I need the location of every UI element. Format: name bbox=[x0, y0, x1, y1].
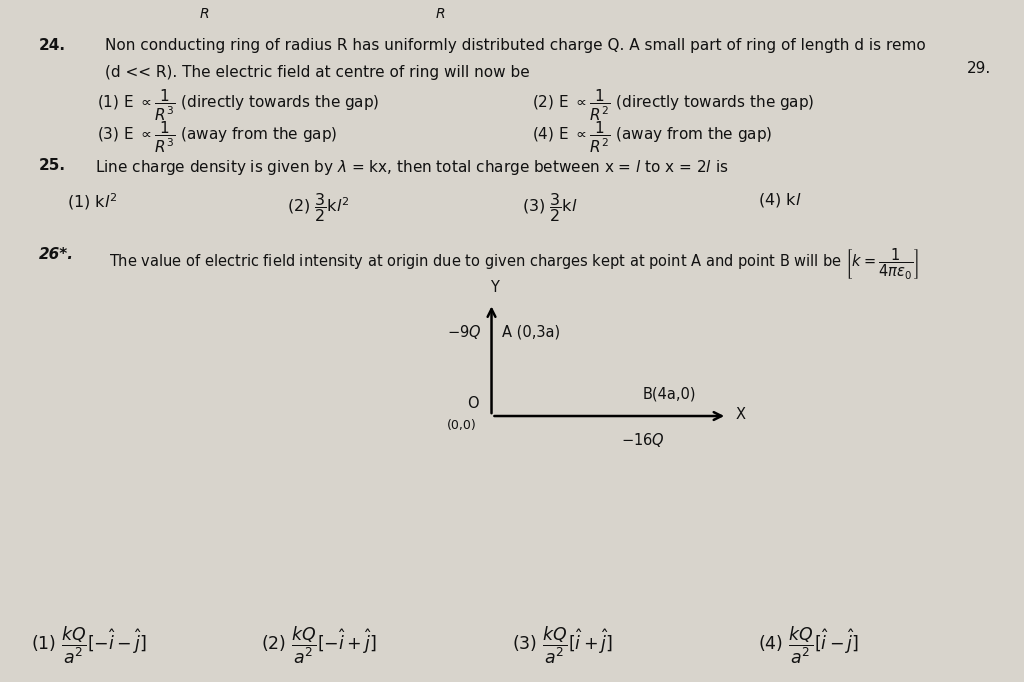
Text: $-16Q$: $-16Q$ bbox=[621, 431, 665, 449]
Text: (3) $\dfrac{3}{2}$k$l$: (3) $\dfrac{3}{2}$k$l$ bbox=[522, 191, 578, 224]
Text: (0,0): (0,0) bbox=[446, 419, 476, 432]
Text: The value of electric field intensity at origin due to given charges kept at poi: The value of electric field intensity at… bbox=[109, 247, 918, 282]
Text: (2) $\dfrac{kQ}{a^2}[-\hat{i}+\hat{j}]$: (2) $\dfrac{kQ}{a^2}[-\hat{i}+\hat{j}]$ bbox=[261, 624, 377, 666]
Text: Line charge density is given by $\lambda$ = kx, then total charge between x = $l: Line charge density is given by $\lambda… bbox=[95, 158, 729, 177]
Text: 26*.: 26*. bbox=[39, 247, 74, 262]
Text: (4) $\dfrac{kQ}{a^2}[\hat{i}-\hat{j}]$: (4) $\dfrac{kQ}{a^2}[\hat{i}-\hat{j}]$ bbox=[758, 624, 859, 666]
Text: B(4a,0): B(4a,0) bbox=[643, 386, 696, 401]
Text: O: O bbox=[468, 396, 479, 411]
Text: (4) k$l$: (4) k$l$ bbox=[758, 191, 801, 209]
Text: 29.: 29. bbox=[967, 61, 991, 76]
Text: Non conducting ring of radius R has uniformly distributed charge Q. A small part: Non conducting ring of radius R has unif… bbox=[105, 38, 927, 53]
Text: (3) E $\propto\dfrac{1}{R^3}$ (away from the gap): (3) E $\propto\dfrac{1}{R^3}$ (away from… bbox=[97, 119, 338, 155]
Text: (1) $\dfrac{kQ}{a^2}[-\hat{i}-\hat{j}]$: (1) $\dfrac{kQ}{a^2}[-\hat{i}-\hat{j}]$ bbox=[31, 624, 146, 666]
Text: (2) $\dfrac{3}{2}$k$l^2$: (2) $\dfrac{3}{2}$k$l^2$ bbox=[287, 191, 349, 224]
Text: (3) $\dfrac{kQ}{a^2}[\hat{i}+\hat{j}]$: (3) $\dfrac{kQ}{a^2}[\hat{i}+\hat{j}]$ bbox=[512, 624, 613, 666]
Text: (1) E $\propto\dfrac{1}{R^3}$ (directly towards the gap): (1) E $\propto\dfrac{1}{R^3}$ (directly … bbox=[97, 87, 380, 123]
Text: R: R bbox=[200, 7, 210, 21]
Text: A (0,3a): A (0,3a) bbox=[502, 325, 560, 339]
Text: Y: Y bbox=[490, 280, 499, 295]
Text: (4) E $\propto\dfrac{1}{R^2}$ (away from the gap): (4) E $\propto\dfrac{1}{R^2}$ (away from… bbox=[532, 119, 773, 155]
Text: (1) k$l^2$: (1) k$l^2$ bbox=[67, 191, 117, 211]
Text: R: R bbox=[435, 7, 445, 21]
Text: (2) E $\propto\dfrac{1}{R^2}$ (directly towards the gap): (2) E $\propto\dfrac{1}{R^2}$ (directly … bbox=[532, 87, 815, 123]
Text: X: X bbox=[735, 407, 745, 422]
Text: (d << R). The electric field at centre of ring will now be: (d << R). The electric field at centre o… bbox=[105, 65, 530, 80]
Text: $-9Q$: $-9Q$ bbox=[446, 323, 481, 341]
Text: 24.: 24. bbox=[39, 38, 66, 53]
Text: 25.: 25. bbox=[39, 158, 66, 173]
